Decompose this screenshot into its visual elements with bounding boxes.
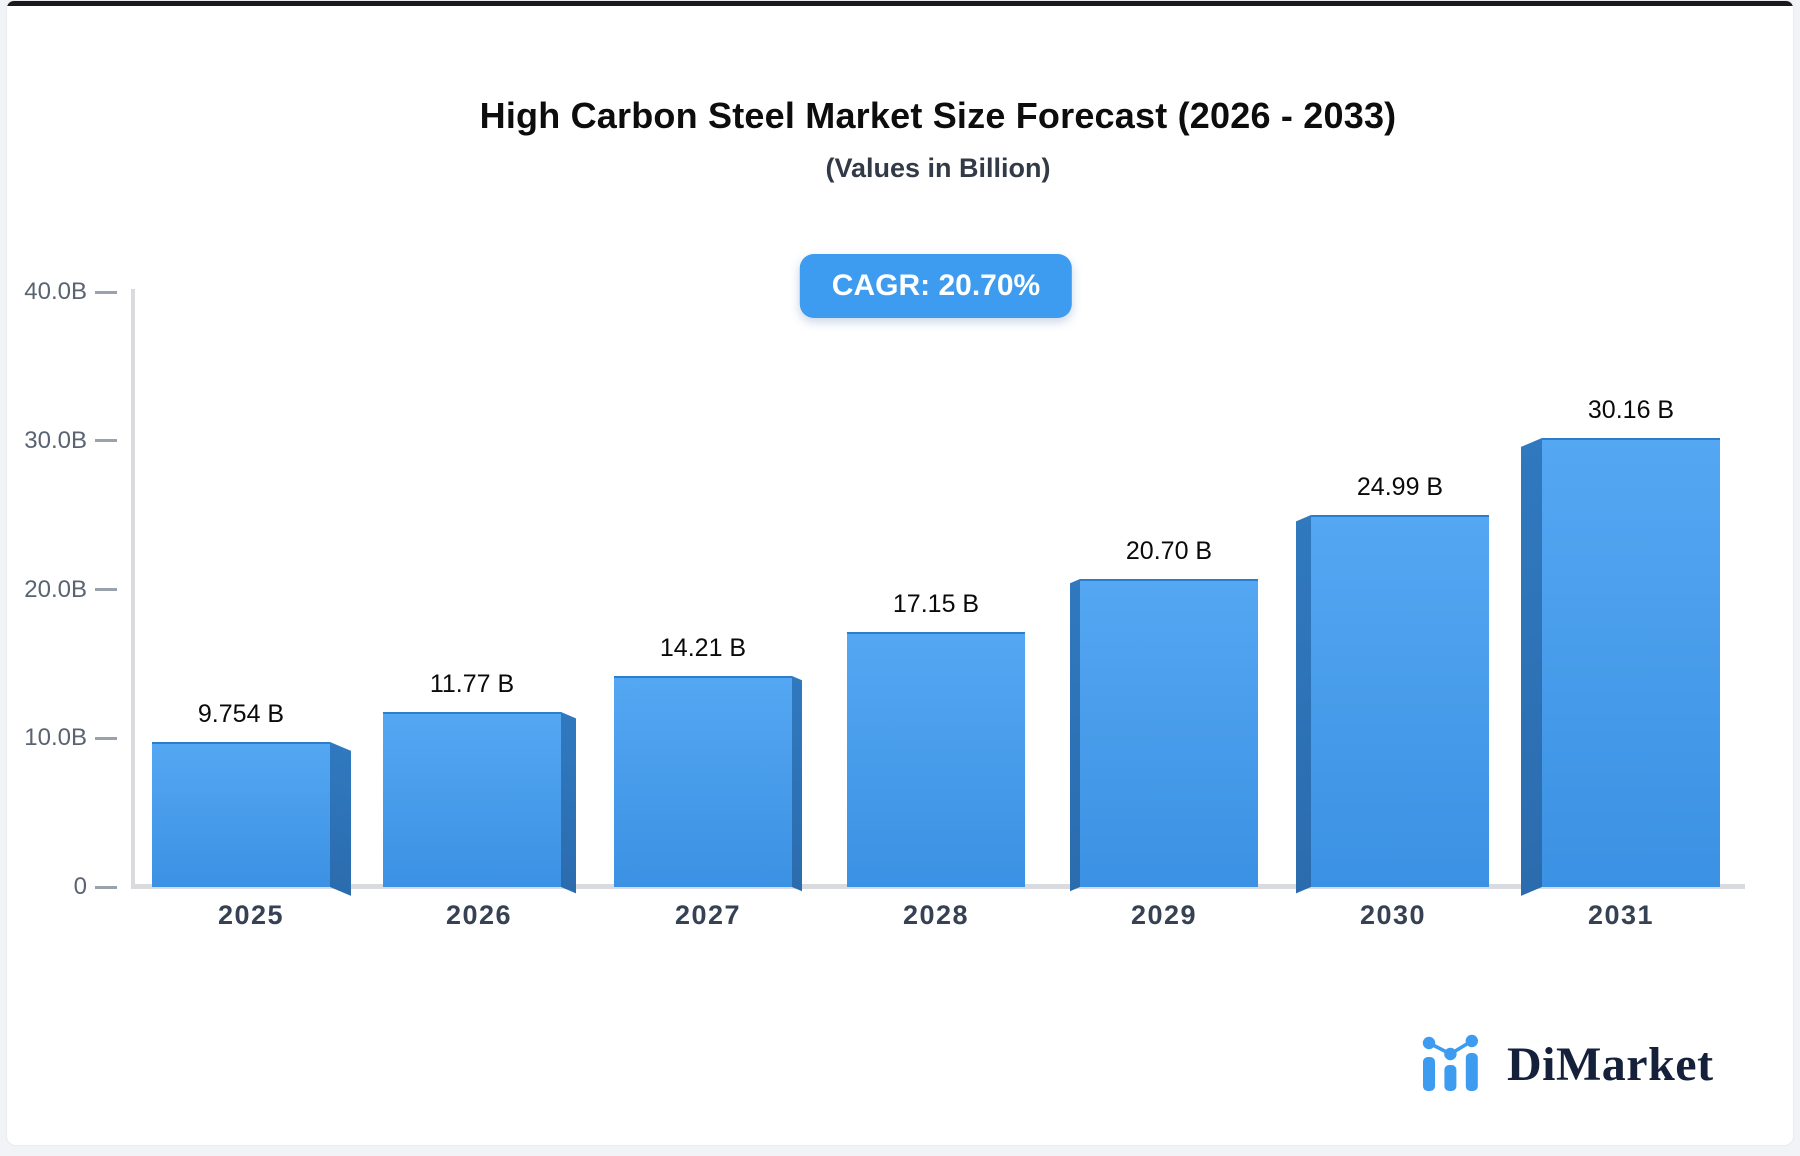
x-axis-label-2026: 2026	[445, 900, 513, 930]
bar-face	[1080, 579, 1258, 887]
logo-text: DiMarket	[1507, 1037, 1714, 1091]
bar-side-3d	[1521, 438, 1542, 896]
y-axis-tick	[95, 885, 117, 889]
y-axis-tick	[95, 290, 117, 294]
bar-face	[1542, 438, 1720, 887]
x-axis-label-2030: 2030	[1359, 900, 1427, 930]
bar-2028[interactable]	[847, 632, 1025, 887]
bar-face	[1311, 515, 1489, 887]
bar-2027[interactable]	[614, 676, 802, 892]
bar-2031[interactable]	[1521, 438, 1720, 896]
chart-card: High Carbon Steel Market Size Forecast (…	[6, 0, 1794, 1146]
chart-subtitle: (Values in Billion)	[825, 153, 1051, 183]
bar-2025[interactable]	[152, 742, 351, 896]
x-axis-label-2028: 2028	[902, 900, 970, 930]
bar-face	[383, 712, 561, 887]
dimarket-logo: DiMarket	[1419, 1033, 1714, 1095]
bar-2026[interactable]	[383, 712, 576, 894]
bar-2030[interactable]	[1296, 515, 1489, 894]
bar-2029[interactable]	[1070, 579, 1258, 892]
x-axis-label-2029: 2029	[1130, 900, 1198, 930]
bar-side-3d	[792, 676, 802, 892]
y-axis-tick	[95, 736, 117, 740]
bar-face	[152, 742, 330, 887]
bar-side-3d	[1296, 515, 1311, 894]
chart-title: High Carbon Steel Market Size Forecast (…	[479, 95, 1397, 136]
x-axis-label-2025: 2025	[217, 900, 285, 930]
bar-value-label: 30.16 B	[1587, 396, 1675, 424]
mini-bar-chart-logo-icon	[1422, 1034, 1478, 1091]
y-axis-label: 0	[73, 873, 87, 900]
bar-face	[847, 632, 1025, 887]
y-axis-label: 30.0B	[24, 426, 87, 454]
y-axis-tick	[95, 439, 117, 443]
x-axis-label-2031: 2031	[1587, 900, 1655, 930]
x-axis-label-2027: 2027	[674, 900, 742, 930]
bar-side-3d	[1070, 579, 1080, 892]
bar-value-label: 20.70 B	[1125, 537, 1213, 565]
y-axis-line	[131, 289, 135, 887]
bar-side-3d	[330, 742, 351, 896]
bar-side-3d	[561, 712, 576, 894]
bar-value-label: 24.99 B	[1356, 473, 1444, 501]
bar-value-label: 11.77 B	[429, 670, 515, 698]
y-axis-tick	[95, 588, 117, 591]
cagr-badge: CAGR: 20.70%	[799, 254, 1073, 318]
y-axis-label: 40.0B	[24, 278, 87, 305]
bar-face	[614, 676, 792, 887]
bar-value-label: 14.21 B	[659, 634, 747, 662]
bar-value-label: 9.754 B	[197, 700, 285, 728]
y-axis-label: 10.0B	[24, 724, 87, 752]
y-axis-label: 20.0B	[24, 575, 87, 603]
bar-value-label: 17.15 B	[892, 590, 980, 618]
card-top-accent-bar	[7, 1, 1793, 6]
